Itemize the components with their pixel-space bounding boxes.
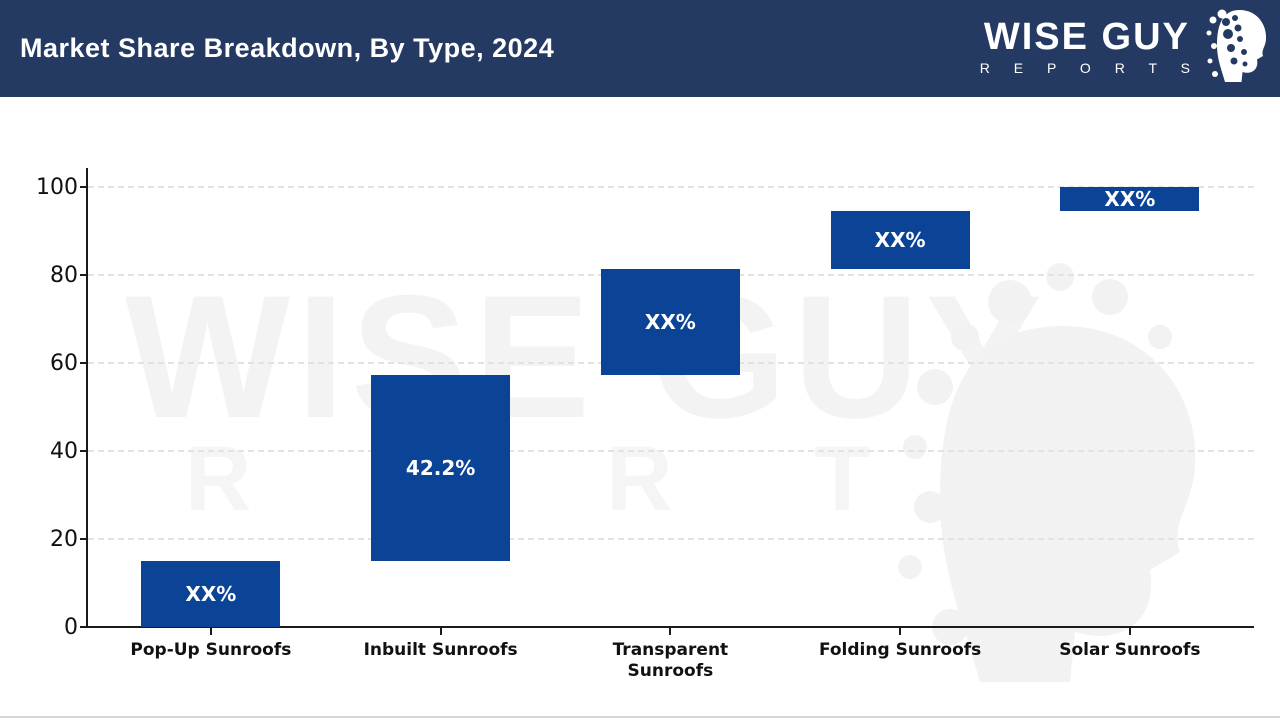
logo-wordmark-line1: WISE GUY bbox=[983, 16, 1190, 59]
y-tick-label-0: 0 bbox=[64, 615, 78, 640]
y-tick-60 bbox=[80, 362, 88, 364]
y-tick-80 bbox=[80, 274, 88, 276]
x-tick bbox=[1128, 628, 1131, 635]
bar-value-label: XX% bbox=[874, 227, 926, 252]
x-category-label: Solar Sunroofs bbox=[1059, 640, 1201, 660]
bar-value-label: XX% bbox=[644, 310, 696, 335]
logo-head-icon bbox=[1206, 9, 1267, 83]
bar-value-label: XX% bbox=[1104, 186, 1156, 211]
y-tick-label-80: 80 bbox=[50, 263, 78, 288]
x-category-label: Folding Sunroofs bbox=[818, 640, 982, 660]
bottom-divider bbox=[0, 716, 1280, 718]
bar-folding-sunroofs bbox=[830, 210, 970, 269]
x-tick bbox=[899, 628, 902, 635]
x-axis-line bbox=[86, 626, 1254, 628]
x-tick bbox=[439, 628, 442, 635]
y-tick-40 bbox=[80, 450, 88, 452]
chart-title: Market Share Breakdown, By Type, 2024 bbox=[20, 33, 555, 63]
bar-transparent-sunroofs bbox=[600, 268, 740, 376]
gridline-40 bbox=[88, 450, 1254, 452]
y-axis-line bbox=[86, 168, 88, 628]
logo-wordmark-line2: R E P O R T S bbox=[979, 59, 1200, 76]
logo-wordmark: WISE GUY R E P O R T S bbox=[974, 16, 1200, 76]
y-tick-label-60: 60 bbox=[50, 351, 78, 376]
x-tick bbox=[209, 628, 212, 635]
y-tick-100 bbox=[80, 186, 88, 188]
x-category-label: Transparent Sunroofs bbox=[612, 640, 729, 682]
gridline-20 bbox=[88, 538, 1254, 540]
bar-value-label: 42.2% bbox=[405, 456, 476, 481]
gridline-100 bbox=[88, 186, 1254, 188]
x-tick bbox=[669, 628, 672, 635]
y-tick-0 bbox=[80, 626, 88, 628]
bar-solar-sunroofs bbox=[1060, 187, 1200, 211]
x-category-label: Inbuilt Sunroofs bbox=[363, 640, 518, 660]
wise-guy-logo: WISE GUY R E P O R T S bbox=[974, 6, 1270, 88]
x-category-label: Pop-Up Sunroofs bbox=[130, 640, 292, 660]
y-tick-20 bbox=[80, 538, 88, 540]
y-tick-label-40: 40 bbox=[50, 439, 78, 464]
bar-value-label: XX% bbox=[185, 582, 237, 606]
y-tick-label-20: 20 bbox=[50, 527, 78, 552]
bar-pop-up-sunroofs bbox=[141, 561, 281, 627]
header: Market Share Breakdown, By Type, 2024 WI… bbox=[0, 0, 1280, 97]
y-tick-label-100: 100 bbox=[36, 175, 78, 200]
bar-inbuilt-sunroofs bbox=[371, 375, 511, 561]
